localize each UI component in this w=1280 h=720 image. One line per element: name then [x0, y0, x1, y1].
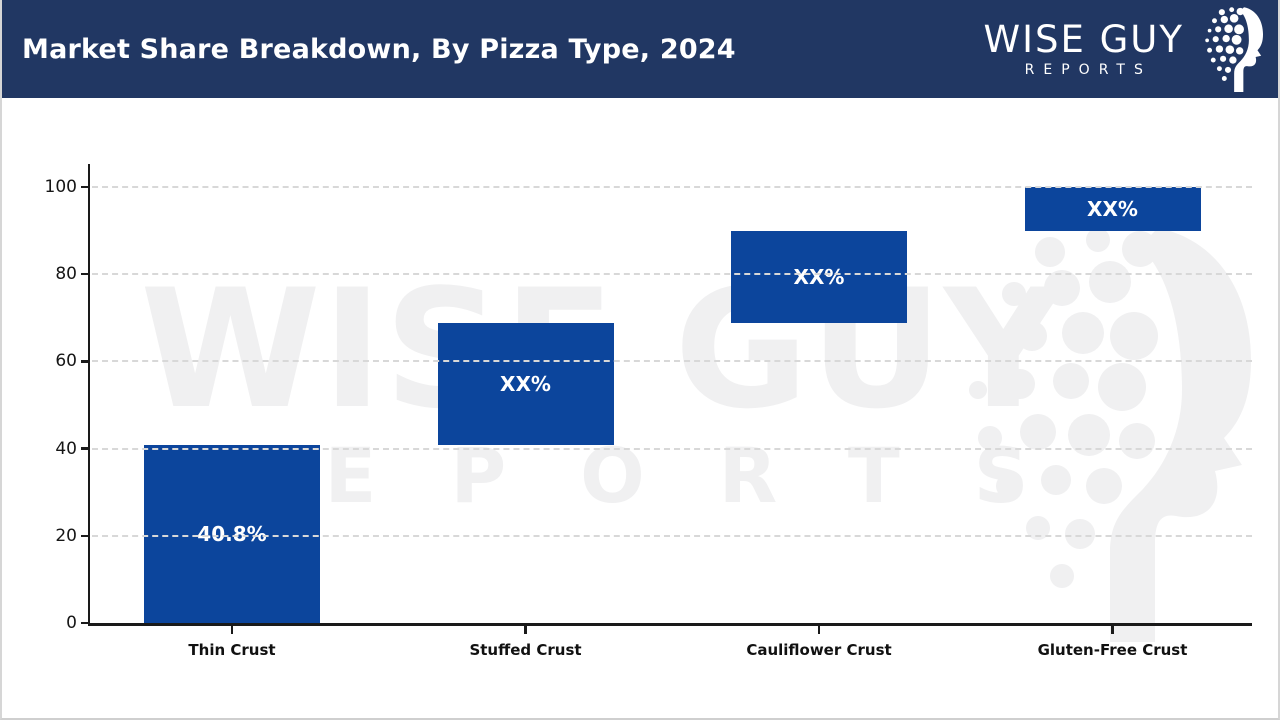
logo-subtitle: REPORTS — [1024, 62, 1152, 78]
x-tick-mark — [817, 626, 821, 634]
header-bar: Market Share Breakdown, By Pizza Type, 2… — [2, 0, 1278, 98]
x-category-label: Cauliflower Crust — [746, 641, 892, 659]
gridline — [92, 360, 1252, 363]
x-category-label: Thin Crust — [188, 641, 276, 659]
y-tick-label: 20 — [55, 525, 77, 546]
bar: 40.8% — [144, 445, 320, 623]
x-category-label: Gluten-Free Crust — [1037, 641, 1188, 659]
watermark-head-icon — [969, 228, 1251, 642]
y-tick-label: 60 — [55, 351, 77, 372]
gridline — [92, 186, 1252, 188]
y-tick-label: 100 — [44, 177, 77, 197]
y-tick-mark — [81, 360, 90, 363]
bar-value-label: XX% — [793, 265, 845, 290]
y-tick-mark — [81, 272, 90, 276]
bar-value-label: XX% — [500, 372, 551, 397]
logo-text: WISE GUY REPORTS — [984, 21, 1184, 77]
x-axis-line — [87, 623, 1252, 626]
y-tick-mark — [81, 185, 90, 189]
y-tick-mark — [81, 447, 90, 450]
wiseguy-head-icon — [1205, 7, 1264, 92]
y-tick-label: 40 — [55, 438, 77, 459]
wiseguy-logo: WISE GUY REPORTS — [984, 0, 1270, 98]
gridline — [92, 534, 1252, 537]
chart-title: Market Share Breakdown, By Pizza Type, 2… — [22, 33, 736, 65]
x-tick-mark — [1111, 626, 1114, 634]
bar: XX% — [437, 323, 614, 446]
y-tick-label: 0 — [66, 613, 77, 633]
bar: XX% — [1024, 187, 1201, 232]
y-tick-mark — [81, 534, 90, 538]
logo-wordmark: WISE GUY — [983, 18, 1184, 61]
y-tick-label: 80 — [55, 264, 77, 285]
x-category-label: Stuffed Crust — [469, 641, 582, 659]
bar-value-label: XX% — [1087, 197, 1138, 222]
watermark-subtitle: REPORTS — [192, 431, 1103, 520]
gridline — [92, 273, 1252, 276]
gridline — [92, 447, 1252, 450]
bar-value-label: 40.8% — [197, 522, 267, 547]
x-tick-mark — [230, 626, 234, 634]
bar: XX% — [731, 231, 907, 324]
y-axis-line — [87, 164, 90, 626]
x-tick-mark — [524, 626, 527, 634]
y-tick-mark — [81, 621, 90, 625]
